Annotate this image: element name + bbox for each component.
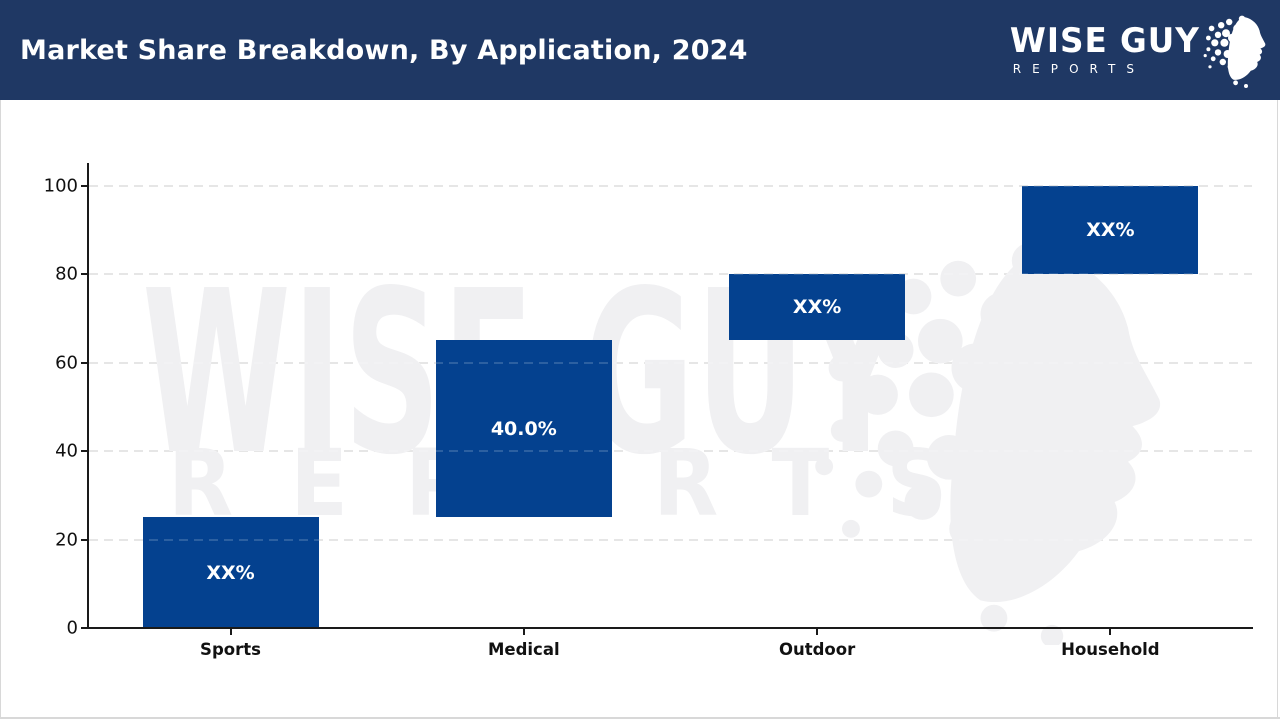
y-tick-label: 40 <box>55 440 78 462</box>
watermark-face-icon <box>815 242 1161 645</box>
gridline <box>89 450 1252 452</box>
y-tick-label: 100 <box>43 175 78 196</box>
page-title: Market Share Breakdown, By Application, … <box>20 34 748 66</box>
bar-medical: 40.0% <box>435 340 612 518</box>
bar-value-label: XX% <box>206 561 255 584</box>
x-tick-mark <box>1109 629 1112 635</box>
bar-value-label: 40.0% <box>490 417 557 440</box>
gridline-overlay <box>89 184 1252 187</box>
logo-subtitle: REPORTS <box>1012 61 1146 77</box>
logo-text: WISE GUY REPORTS <box>1010 24 1200 76</box>
y-tick-label: 60 <box>55 352 78 373</box>
gridline-overlay <box>89 538 1252 541</box>
y-tick-label: 0 <box>66 617 78 639</box>
gridline <box>89 361 1252 364</box>
x-tick-label: Outdoor <box>778 640 856 659</box>
page-left-border <box>0 100 1 718</box>
y-tick-mark <box>81 538 88 541</box>
y-tick-mark <box>81 273 88 275</box>
y-axis-line <box>87 163 89 629</box>
y-tick-label: 20 <box>55 529 78 550</box>
page-right-border <box>1277 100 1278 718</box>
gridline-overlay <box>89 273 1252 275</box>
x-tick-label: Household <box>1061 640 1160 659</box>
gridline-overlay <box>89 450 1252 452</box>
bar-value-label: XX% <box>792 296 842 319</box>
bar-value-label: XX% <box>1086 218 1135 241</box>
bar-sports: XX% <box>142 517 319 628</box>
x-tick-mark <box>522 629 525 635</box>
y-tick-mark <box>81 184 88 187</box>
gridline <box>89 538 1252 541</box>
x-axis-line <box>87 627 1253 629</box>
y-tick-mark <box>81 627 88 629</box>
y-tick-mark <box>81 361 88 364</box>
y-tick-mark <box>81 450 88 452</box>
page-bottom-rule <box>0 717 1280 719</box>
gridline <box>89 184 1252 187</box>
x-tick-mark <box>816 629 819 635</box>
gridline-overlay <box>89 361 1252 364</box>
dotted-face-profile-icon <box>1203 15 1266 88</box>
wise-guy-reports-logo: WISE GUY REPORTS <box>1002 12 1280 88</box>
gridline <box>89 273 1252 275</box>
header-bar: Market Share Breakdown, By Application, … <box>0 0 1280 100</box>
x-tick-label: Medical <box>487 640 560 659</box>
y-tick-label: 80 <box>55 263 78 285</box>
logo-wordmark: WISE GUY <box>1010 21 1200 62</box>
bar-outdoor: XX% <box>729 274 906 341</box>
bar-household: XX% <box>1022 185 1199 274</box>
x-tick-mark <box>229 629 232 635</box>
x-tick-label: Sports <box>200 640 261 659</box>
